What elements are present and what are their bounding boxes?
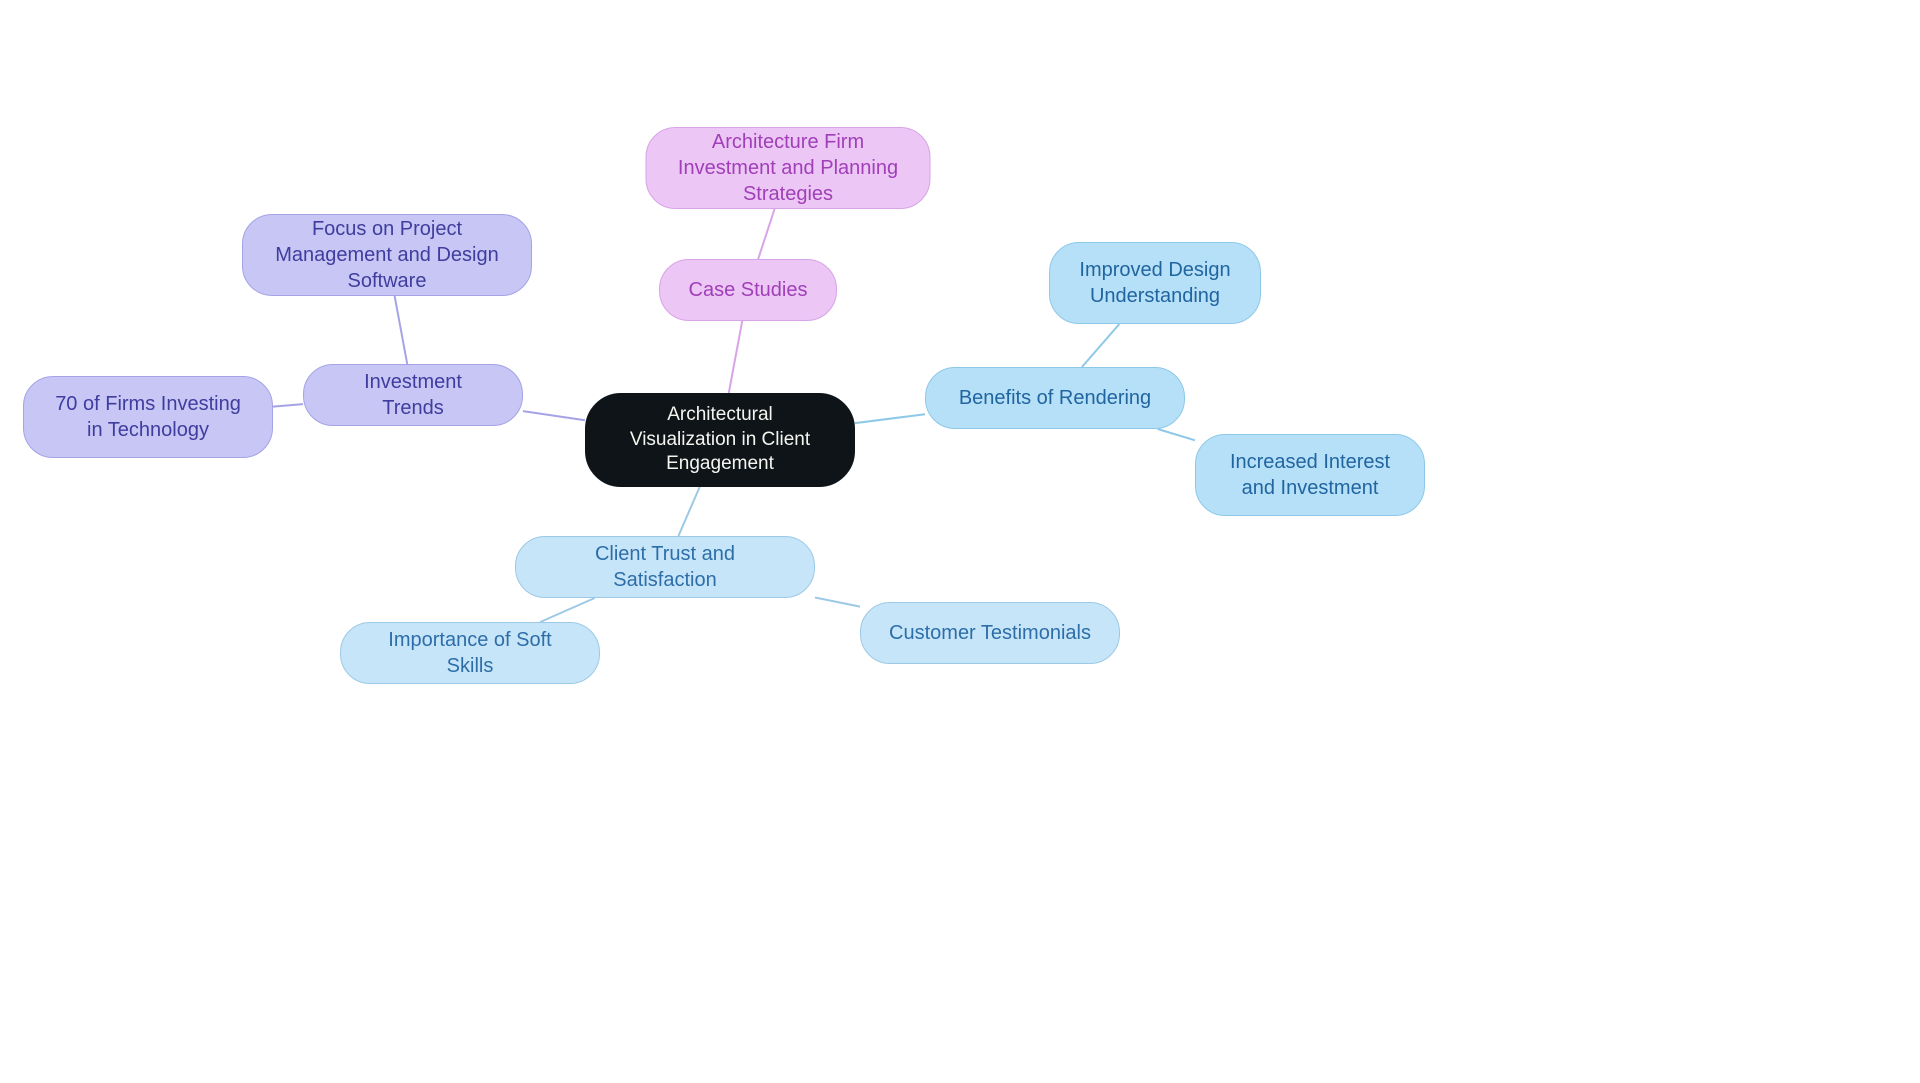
node-center: Architectural Visualization in Client En…	[585, 393, 855, 487]
node-investment: Investment Trends	[303, 364, 523, 426]
edge-center-trust	[678, 487, 699, 536]
node-cases: Case Studies	[659, 259, 837, 321]
edge-layer	[0, 0, 1920, 1083]
edge-investment-focus	[395, 296, 408, 364]
edge-benefits-increased	[1158, 429, 1195, 440]
node-softskills: Importance of Soft Skills	[340, 622, 600, 684]
node-improved: Improved Design Understanding	[1049, 242, 1261, 324]
node-benefits: Benefits of Rendering	[925, 367, 1185, 429]
edge-trust-softskills	[540, 598, 594, 622]
edge-trust-testimonials	[815, 597, 860, 606]
edge-center-cases	[729, 321, 742, 393]
node-seventy: 70 of Firms Investing in Technology	[23, 376, 273, 458]
node-archfirm: Architecture Firm Investment and Plannin…	[646, 127, 931, 209]
edge-investment-seventy	[273, 404, 303, 406]
edge-center-benefits	[855, 414, 925, 423]
node-focus: Focus on Project Management and Design S…	[242, 214, 532, 296]
edge-benefits-improved	[1082, 324, 1119, 367]
edge-center-investment	[523, 411, 585, 420]
edge-cases-archfirm	[758, 209, 774, 259]
node-increased: Increased Interest and Investment	[1195, 434, 1425, 516]
node-testimonials: Customer Testimonials	[860, 602, 1120, 664]
node-trust: Client Trust and Satisfaction	[515, 536, 815, 598]
